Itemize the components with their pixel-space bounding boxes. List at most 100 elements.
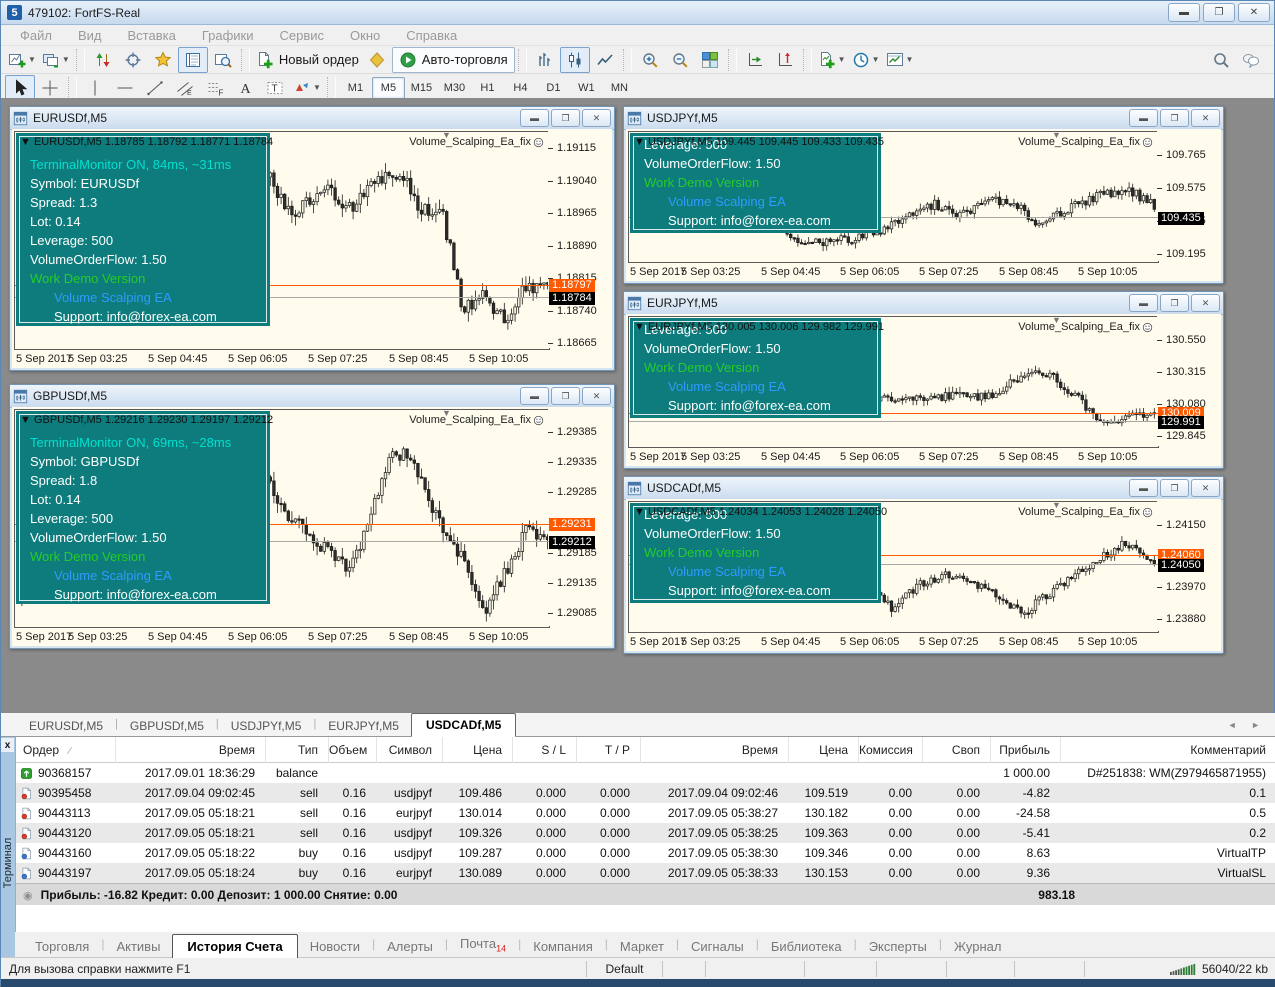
column-header-7[interactable]: T / P [576,737,640,763]
chart-restore-button[interactable]: ❐ [551,109,580,127]
chart-plot-area[interactable]: Leverage: 500 VolumeOrderFlow: 1.50 Work D… [628,131,1159,263]
candlestick-button[interactable] [559,46,590,73]
timeframe-m1-button[interactable]: M1 [347,81,364,94]
menu-сервис[interactable]: Сервис [279,27,325,43]
price-axis[interactable]: 130.550 130.315 130.080 129.845 130.009 12… [1157,316,1221,446]
price-axis[interactable]: 1.19115 1.19040 1.18965 1.18890 1.18815 … [548,131,612,349]
chart-minimize-button[interactable]: ▬ [1129,479,1158,497]
menu-графики[interactable]: Графики [201,27,254,43]
column-header-11[interactable]: Своп [922,737,990,763]
title-bar[interactable]: 5 479102: FortFS-Real ▬ ❐ ✕ [1,1,1274,25]
menu-вставка[interactable]: Вставка [127,27,176,43]
terminal-tab-компания[interactable]: Компания [533,939,593,954]
chart-shift-button[interactable] [770,47,800,73]
column-header-5[interactable]: Цена [442,737,512,763]
fibonacci-button[interactable]: F [200,75,230,101]
history-row[interactable]: 90443197 2017.09.05 05:18:24 buy 0.16 eurjpy… [15,863,1275,883]
chart-title-bar[interactable]: EURJPYf,M5 ▬ ❐ ✕ [624,292,1223,315]
chart-close-button[interactable]: ✕ [1191,479,1220,497]
templates-button[interactable]: ▼ [883,47,917,73]
shapes-button[interactable]: ▼ [290,75,324,101]
terminal-tab-сигналы[interactable]: Сигналы [691,939,744,954]
terminal-tab-журнал[interactable]: Журнал [954,939,1002,954]
column-header-10[interactable]: Комиссия [858,737,922,763]
chart-plot-area[interactable]: Leverage: 500 VolumeOrderFlow: 1.50 Work D… [628,316,1159,448]
time-axis[interactable]: 5 Sep 2017 5 Sep 03:25 5 Sep 04:45 5 Sep 06… [628,449,1157,465]
price-axis[interactable]: 1.24150 1.23970 1.23880 1.24060 1.24050 [1157,501,1221,631]
hline-button[interactable] [110,75,140,101]
new-chart-button[interactable]: ▼ [5,47,39,73]
chart-tab-eurjpyf[interactable]: EURJPYf,M5 [328,719,399,733]
menu-окно[interactable]: Окно [350,27,381,43]
column-header-3[interactable]: Объем [328,737,376,763]
chart-restore-button[interactable]: ❐ [1160,294,1189,312]
status-profile[interactable]: Default [586,961,662,977]
chart-shift-marker-icon[interactable]: ▼ [442,131,451,140]
minimize-button[interactable]: ▬ [1168,3,1200,22]
menu-вид[interactable]: Вид [77,27,102,43]
time-axis[interactable]: 5 Sep 2017 5 Sep 03:25 5 Sep 04:45 5 Sep 06… [14,351,548,367]
terminal-tab-почта[interactable]: Почта14 [460,936,507,954]
terminal-tab-новости[interactable]: Новости [309,939,361,954]
data-window-button[interactable] [118,47,148,73]
timeframe-w1-button[interactable]: W1 [578,81,595,94]
terminal-button[interactable] [177,46,208,73]
terminal-tab-библиотека[interactable]: Библиотека [770,939,842,954]
market-watch-button[interactable] [88,47,118,73]
chart-close-button[interactable]: ✕ [582,387,611,405]
chart-close-button[interactable]: ✕ [1191,109,1220,127]
timeframe-h1-button[interactable]: H1 [480,81,495,94]
chart-tab-gbpusdf[interactable]: GBPUSDf,M5 [129,719,204,733]
time-axis[interactable]: 5 Sep 2017 5 Sep 03:25 5 Sep 04:45 5 Sep 06… [628,634,1157,650]
column-header-12[interactable]: Прибыль [990,737,1060,763]
zoom-in-button[interactable] [635,47,665,73]
channel-button[interactable]: E [170,75,200,101]
history-row[interactable]: 90395458 2017.09.04 09:02:45 sell 0.16 usdjp… [15,783,1275,803]
column-header-2[interactable]: Тип [265,737,328,763]
chart-title-bar[interactable]: EURUSDf,M5 ▬ ❐ ✕ [10,107,614,130]
history-row[interactable]: 90368157 2017.09.01 18:36:29 balance 1 000.… [15,763,1275,783]
chart-shift-marker-icon[interactable]: ▼ [1052,316,1061,325]
chart-close-button[interactable]: ✕ [582,109,611,127]
chart-minimize-button[interactable]: ▬ [520,109,549,127]
terminal-tab-маркет[interactable]: Маркет [619,939,664,954]
chart-shift-marker-icon[interactable]: ▼ [1052,501,1061,510]
auto-scroll-button[interactable] [740,47,770,73]
chart-minimize-button[interactable]: ▬ [520,387,549,405]
timeframe-mn-button[interactable]: MN [610,81,628,94]
column-header-8[interactable]: Время [640,737,788,763]
chart-minimize-button[interactable]: ▬ [1129,294,1158,312]
chart-restore-button[interactable]: ❐ [551,387,580,405]
autotrading-button[interactable]: Авто-торговля [391,46,515,73]
label-button[interactable]: T [260,75,290,101]
chart-plot-area[interactable]: TerminalMonitor ON, 69ms, ~28ms Symbol: G… [14,409,550,628]
column-header-4[interactable]: Символ [376,737,442,763]
timeframe-d1-button[interactable]: D1 [546,81,561,94]
column-header-0[interactable]: Ордер ∕ [15,737,115,763]
time-axis[interactable]: 5 Sep 2017 5 Sep 03:25 5 Sep 04:45 5 Sep 06… [14,629,548,645]
zoom-out-button[interactable] [665,47,695,73]
timeframe-m30-button[interactable]: M30 [443,81,466,94]
terminal-tab-активы[interactable]: Активы [116,939,161,954]
column-header-1[interactable]: Время [115,737,265,763]
chat-button[interactable] [1236,47,1266,73]
text-button[interactable]: A [230,75,260,101]
chart-close-button[interactable]: ✕ [1191,294,1220,312]
terminal-tab-торговля[interactable]: Торговля [35,939,90,954]
chart-shift-marker-icon[interactable]: ▼ [1052,131,1061,140]
tab-scroll-arrows[interactable]: ◄ ► [1227,719,1266,730]
terminal-tab-алерты[interactable]: Алерты [387,939,433,954]
column-header-6[interactable]: S / L [512,737,576,763]
cursor-button[interactable] [5,74,35,101]
chart-tab-usdjpyf[interactable]: USDJPYf,M5 [230,719,302,733]
menu-справка[interactable]: Справка [406,27,458,43]
crosshair-button[interactable] [35,75,65,101]
tile-windows-button[interactable] [695,47,725,73]
metaeditor-button[interactable] [362,47,392,73]
strategy-tester-button[interactable] [208,47,238,73]
chart-plot-area[interactable]: Leverage: 500 VolumeOrderFlow: 1.50 Work D… [628,501,1159,633]
profiles-button[interactable]: ▼ [39,47,73,73]
menu-файл[interactable]: Файл [20,27,52,43]
trendline-button[interactable] [140,75,170,101]
